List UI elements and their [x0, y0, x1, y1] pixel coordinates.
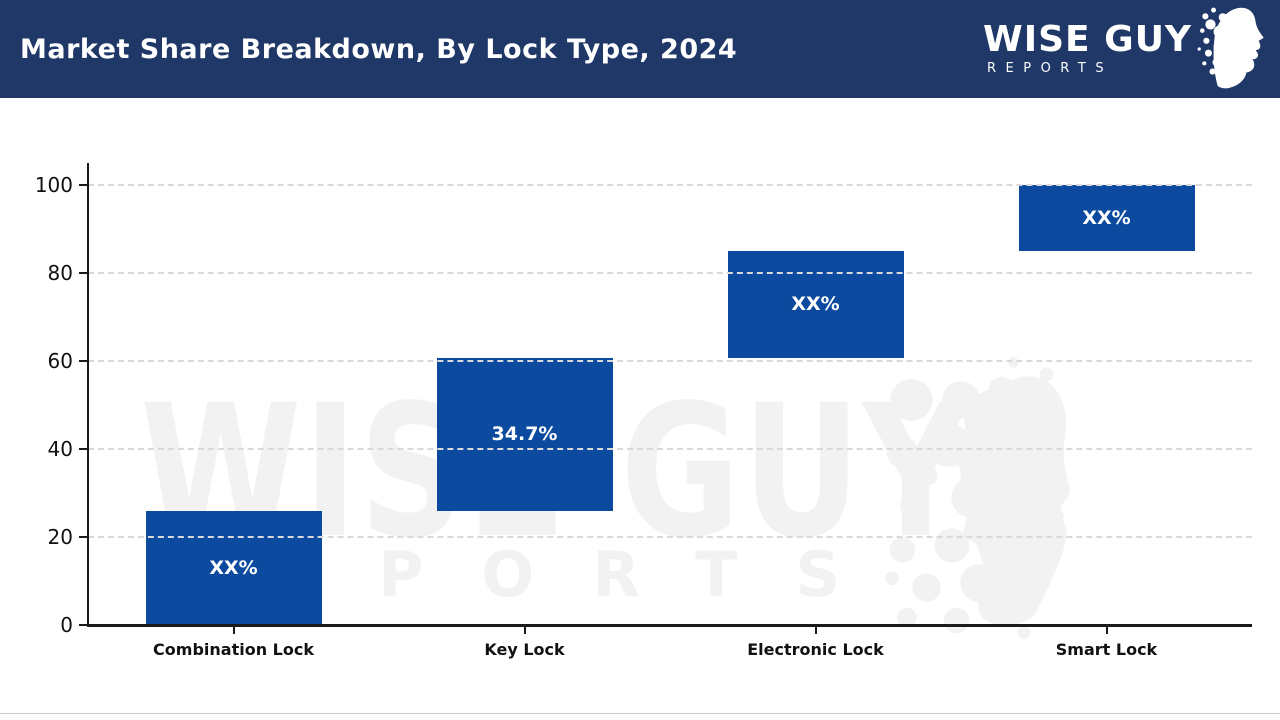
bar-value-label-combination-lock: XX% [209, 556, 258, 579]
y-tick-40 [79, 448, 88, 450]
bar-value-label-smart-lock: XX% [1082, 207, 1131, 229]
bar-electronic-lock: XX% [727, 251, 904, 358]
y-axis-line [87, 163, 89, 627]
y-tick-label-60: 60 [47, 349, 73, 373]
page-title: Market Share Breakdown, By Lock Type, 20… [20, 33, 738, 65]
y-tick-100 [79, 184, 88, 186]
bar-combination-lock: XX% [145, 510, 322, 625]
brand-subtitle: REPORTS [986, 61, 1114, 76]
bar-key-lock: 34.7% [436, 357, 613, 511]
y-tick-label-40: 40 [47, 437, 73, 461]
bar-value-label-key-lock: 34.7% [491, 423, 558, 446]
y-tick-label-80: 80 [47, 261, 73, 285]
footer-strip [0, 714, 1280, 720]
x-category-label-electronic-lock: Electronic Lock [747, 640, 884, 659]
x-tick-electronic-lock [814, 626, 817, 634]
brand-name: WISE GUY [982, 19, 1192, 60]
gridline-20 [88, 536, 1252, 538]
brand-face-icon [1194, 4, 1272, 94]
x-axis-line [88, 624, 1252, 627]
y-tick-label-0: 0 [60, 613, 73, 637]
y-tick-80 [79, 272, 88, 274]
bar-value-label-electronic-lock: XX% [791, 293, 840, 316]
x-tick-smart-lock [1105, 626, 1108, 634]
y-tick-60 [79, 360, 88, 362]
x-category-label-smart-lock: Smart Lock [1055, 640, 1158, 659]
brand-logo: WISE GUY REPORTS [983, 4, 1280, 94]
y-tick-0 [79, 624, 88, 626]
x-category-label-key-lock: Key Lock [484, 640, 565, 659]
x-tick-key-lock [523, 626, 526, 634]
x-category-label-combination-lock: Combination Lock [153, 640, 314, 659]
brand-logo-text: WISE GUY REPORTS [982, 19, 1192, 77]
gridline-40 [88, 448, 1252, 450]
gridline-80 [88, 272, 1252, 274]
y-tick-label-100: 100 [34, 173, 73, 197]
header-banner: Market Share Breakdown, By Lock Type, 20… [0, 0, 1280, 98]
footer-divider [0, 713, 1280, 714]
x-tick-combination-lock [232, 626, 235, 634]
chart-area: WISE GUY REPORTS 0 20 40 60 80 100 XX% Combinat [0, 98, 1280, 714]
gridline-60 [88, 360, 1252, 362]
gridline-100 [88, 184, 1252, 186]
y-tick-20 [79, 536, 88, 538]
bar-smart-lock: XX% [1018, 185, 1195, 251]
y-tick-label-20: 20 [47, 525, 73, 549]
